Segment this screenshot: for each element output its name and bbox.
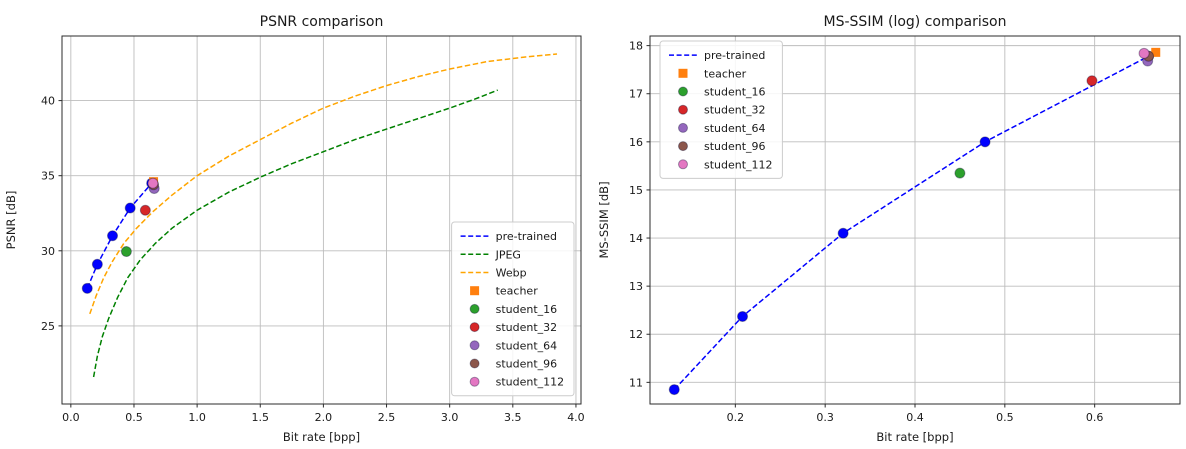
legend: pre-trained JPEG Webp teacher student_16stud… [451, 221, 575, 397]
legend-label: teacher [496, 285, 539, 298]
legend-marker-student_16 [469, 303, 480, 314]
y-tick-label: 13 [629, 280, 643, 293]
legend-label: student_64 [496, 339, 558, 352]
x-tick-label: 0.5 [125, 411, 143, 424]
y-tick-label: 18 [629, 40, 643, 53]
x-tick-label: 0.0 [62, 411, 80, 424]
y-tick-label: 16 [629, 136, 643, 149]
x-tick-label: 0.6 [1086, 411, 1104, 424]
y-tick-label: 14 [629, 232, 643, 245]
point-teacher [1151, 47, 1161, 57]
legend-box [451, 221, 575, 397]
legend-label: student_32 [496, 321, 558, 334]
legend-label: student_96 [704, 140, 766, 153]
legend-label: pre-trained [496, 230, 557, 243]
point-student_112 [1138, 47, 1150, 59]
legend-marker-student_112 [469, 376, 480, 387]
point-pre-trained [81, 282, 93, 294]
ms-ssim-chart: 0.2 0.3 0.4 0.5 0.6 11 12 13 14 15 16 17 18 MS-SSIM (… [593, 0, 1186, 449]
point-student_112 [147, 177, 159, 189]
point-pre-trained [107, 230, 119, 242]
point-pre-trained [124, 202, 136, 214]
y-axis-label: PSNR [dB] [4, 191, 18, 250]
x-axis-label: Bit rate [bpp] [876, 430, 953, 444]
legend-label: student_16 [496, 303, 558, 316]
y-tick-label: 12 [629, 328, 643, 341]
y-tick-label: 30 [41, 245, 55, 258]
x-tick-label: 0.5 [996, 411, 1014, 424]
tick-marks [58, 100, 577, 408]
x-tick-label: 1.0 [188, 411, 206, 424]
legend-marker-student_32 [678, 104, 688, 115]
plot-area [81, 53, 558, 378]
psnr-chart-svg: 0.0 0.5 1.0 1.5 2.0 2.5 3.0 3.5 4.0 25 30 35 40 PSNR … [4, 14, 585, 444]
y-tick-label: 15 [629, 184, 643, 197]
plot-area [668, 47, 1161, 396]
legend-marker-student_64 [469, 340, 480, 351]
series-line-Webp [89, 53, 558, 315]
point-pre-trained [91, 258, 103, 270]
legend: pre-trained teacher student_16 student_32st… [659, 40, 783, 179]
y-tick-label: 17 [629, 88, 643, 101]
point-pre-trained [979, 136, 991, 148]
axes-spines [61, 35, 582, 405]
point-student_32 [1086, 75, 1098, 87]
x-tick-label: 4.0 [567, 411, 585, 424]
legend-marker-teacher [470, 286, 480, 296]
point-student_32 [139, 204, 151, 216]
legend-label: JPEG [495, 248, 521, 261]
legend-label: student_96 [496, 358, 558, 371]
x-tick-label: 1.5 [252, 411, 270, 424]
legend-label: student_16 [704, 86, 766, 99]
y-tick-label: 25 [41, 320, 55, 333]
legend-marker-student_16 [678, 86, 688, 97]
legend-marker-student_96 [469, 358, 480, 369]
point-pre-trained [837, 227, 849, 239]
x-tick-label: 0.3 [816, 411, 834, 424]
legend-label: student_64 [704, 122, 766, 135]
y-tick-label: 35 [41, 170, 55, 183]
legend-label: pre-trained [704, 49, 765, 62]
point-student_16 [120, 246, 132, 258]
y-tick-label: 40 [41, 95, 55, 108]
y-tick-label: 11 [629, 376, 643, 389]
y-axis-label: MS-SSIM [dB] [597, 181, 611, 258]
legend-box [659, 40, 783, 179]
x-axis-label: Bit rate [bpp] [283, 430, 360, 444]
chart-title: PSNR comparison [260, 14, 384, 30]
chart-title: MS-SSIM (log) comparison [824, 14, 1007, 30]
point-student_16 [954, 167, 966, 179]
x-tick-label: 2.5 [378, 411, 396, 424]
legend-marker-student_112 [678, 159, 688, 170]
legend-label: teacher [704, 67, 747, 80]
psnr-chart: 0.0 0.5 1.0 1.5 2.0 2.5 3.0 3.5 4.0 25 30 35 40 PSNR … [4, 14, 585, 444]
legend-label: Webp [496, 267, 527, 280]
legend-marker-teacher [678, 68, 688, 78]
legend-label: student_112 [496, 376, 565, 389]
x-tick-label: 3.0 [441, 411, 459, 424]
series-line-JPEG [92, 89, 498, 378]
legend-marker-student_32 [469, 322, 480, 333]
legend-label: student_112 [704, 158, 773, 171]
point-pre-trained [668, 384, 680, 396]
ms-ssim-chart-svg: 0.2 0.3 0.4 0.5 0.6 11 12 13 14 15 16 17 18 MS-SSIM (… [593, 0, 1186, 449]
legend-marker-student_96 [678, 141, 688, 152]
legend-label: student_32 [704, 104, 766, 117]
x-tick-label: 2.0 [315, 411, 333, 424]
point-pre-trained [737, 310, 749, 322]
x-tick-label: 0.2 [727, 411, 745, 424]
x-tick-label: 3.5 [504, 411, 522, 424]
x-tick-label: 0.4 [906, 411, 924, 424]
legend-marker-student_64 [678, 122, 688, 133]
tick-marks [646, 45, 1096, 408]
